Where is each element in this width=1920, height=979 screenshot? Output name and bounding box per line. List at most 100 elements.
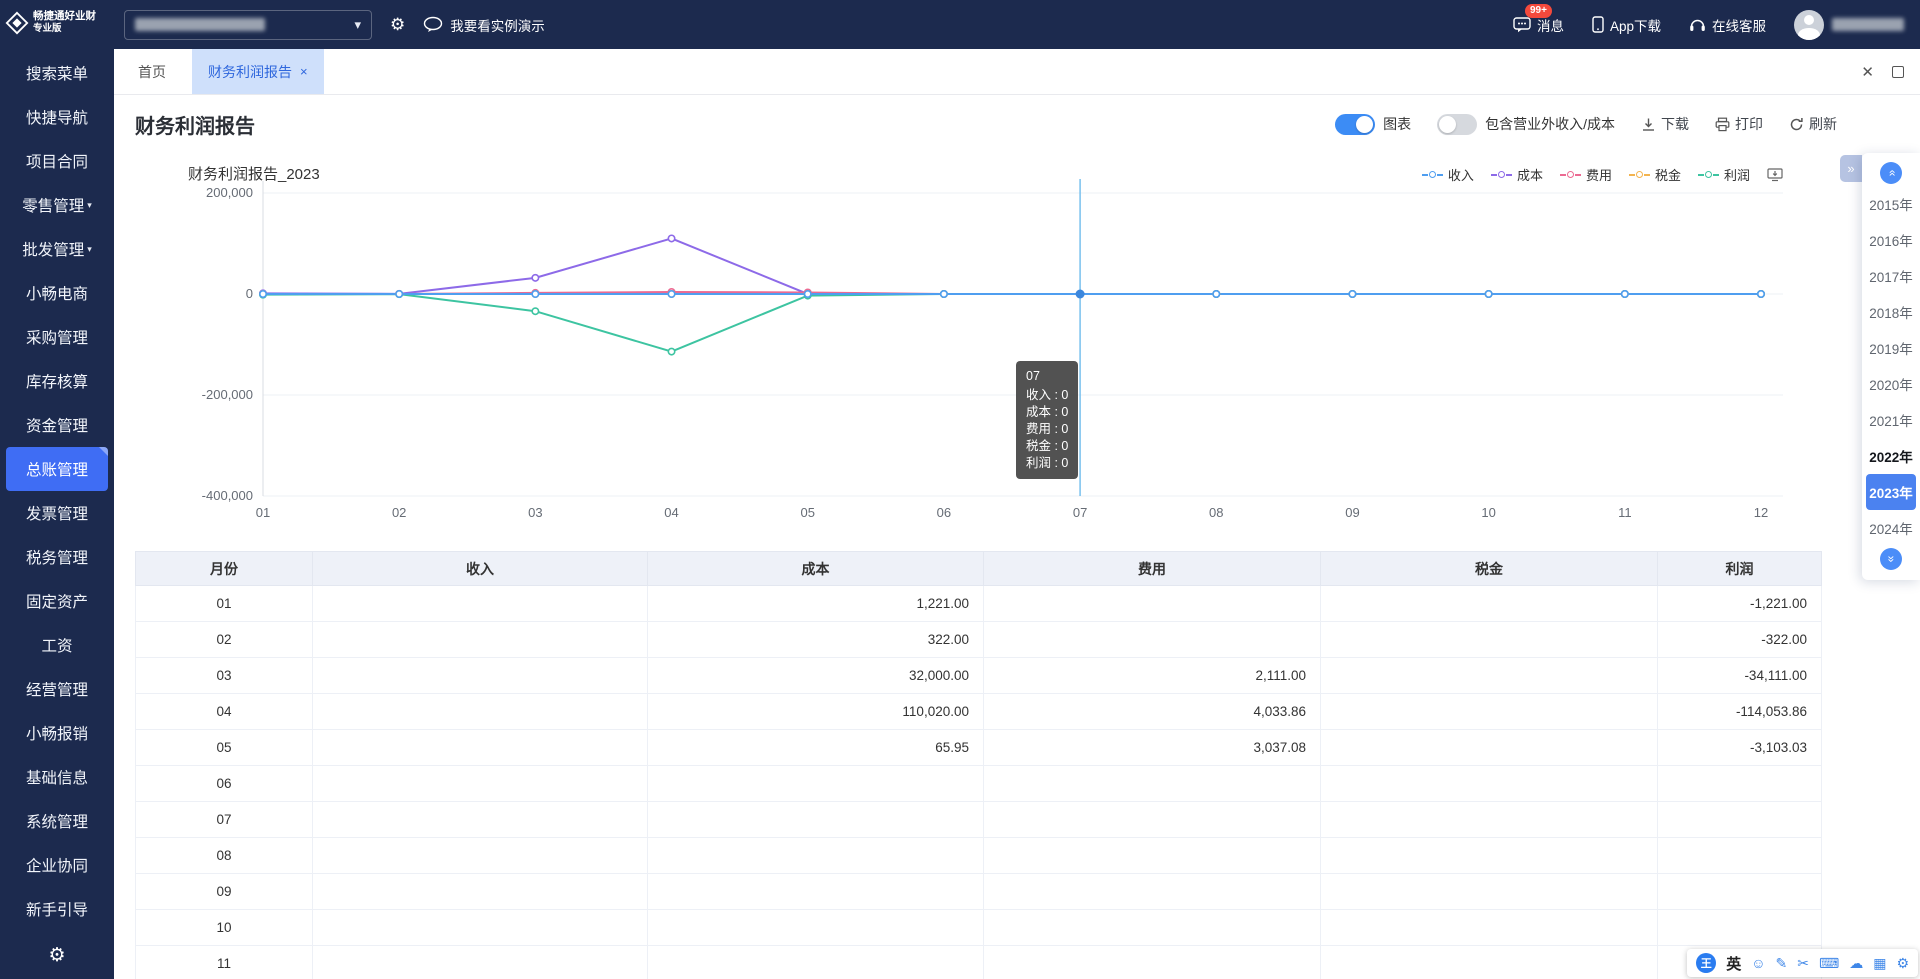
year-item[interactable]: 2020年: [1869, 378, 1913, 393]
sidebar-item[interactable]: 工资: [6, 623, 108, 667]
org-selector-dropdown[interactable]: ▾: [124, 9, 372, 40]
sidebar-item[interactable]: 快捷导航: [6, 95, 108, 139]
print-button[interactable]: 打印: [1715, 114, 1763, 134]
legend-item[interactable]: 成本: [1490, 165, 1543, 184]
table-cell: [312, 729, 648, 766]
sidebar-item[interactable]: 小畅报销: [6, 711, 108, 755]
table-cell: -322.00: [1657, 621, 1822, 658]
sidebar-item[interactable]: 经营管理: [6, 667, 108, 711]
sidebar-item[interactable]: 批发管理 ▾: [6, 227, 108, 271]
chart-card: 财务利润报告_2023 收入 成本 费用 税金 利润 200,000 0 -200,000 -…: [135, 153, 1845, 540]
sidebar-item-label: 库存核算: [25, 374, 88, 392]
messages-label: 消息: [1536, 18, 1564, 34]
table-cell: [1320, 873, 1658, 910]
table-cell: [983, 873, 1321, 910]
svg-text:04: 04: [664, 505, 678, 520]
fullscreen-icon[interactable]: [1892, 65, 1904, 78]
sidebar-item[interactable]: 总账管理: [6, 447, 108, 492]
sidebar-item[interactable]: 基础信息: [6, 755, 108, 799]
table-row: 07: [135, 801, 1822, 838]
sidebar-item[interactable]: 固定资产: [6, 579, 108, 623]
emoji-icon[interactable]: ☺: [1751, 955, 1766, 971]
sidebar-item[interactable]: 系统管理: [6, 799, 108, 843]
legend-item[interactable]: 利润: [1697, 165, 1750, 184]
collapse-panel-icon[interactable]: »: [1840, 155, 1862, 182]
redacted-username: [1832, 18, 1904, 31]
table-cell: [1320, 657, 1658, 694]
skin-grid-icon[interactable]: ▦: [1873, 955, 1887, 971]
table-row: 01 1,221.00 -1,221.00: [135, 585, 1822, 622]
include-nonoperating-toggle[interactable]: 包含营业外收入/成本: [1437, 113, 1615, 135]
table-cell: [312, 873, 648, 910]
table-cell: [312, 657, 648, 694]
tab[interactable]: 首页: [122, 49, 182, 94]
sidebar-item[interactable]: 资金管理: [6, 403, 108, 447]
tab-label: 首页: [138, 63, 166, 80]
table-cell: [312, 693, 648, 730]
chevron-down-icon: ▾: [87, 199, 92, 210]
chart-toggle[interactable]: 图表: [1335, 113, 1411, 135]
legend-item[interactable]: 税金: [1628, 165, 1681, 184]
avatar[interactable]: [1794, 9, 1824, 40]
table-cell: -114,053.86: [1657, 693, 1822, 730]
table-cell: 03: [135, 657, 313, 694]
sidebar-item[interactable]: 税务管理: [6, 535, 108, 579]
year-item[interactable]: 2017年: [1869, 270, 1913, 285]
save-image-icon[interactable]: [1767, 167, 1783, 182]
messages-button[interactable]: 99+ 消息: [1513, 3, 1564, 35]
legend-item[interactable]: 费用: [1559, 165, 1612, 184]
handwriting-icon[interactable]: ✎: [1775, 955, 1788, 971]
sidebar-item[interactable]: 搜索菜单: [6, 51, 108, 95]
table-cell: [1320, 693, 1658, 730]
download-button[interactable]: 下载: [1641, 114, 1689, 134]
sidebar-item[interactable]: 企业协同: [6, 843, 108, 887]
scroll-up-icon[interactable]: »: [1880, 162, 1902, 184]
app-download-button[interactable]: App下载: [1592, 15, 1661, 35]
year-item[interactable]: 2021年: [1869, 414, 1913, 429]
year-item[interactable]: 2019年: [1869, 342, 1913, 357]
close-icon[interactable]: ✕: [1861, 63, 1874, 81]
refresh-button[interactable]: 刷新: [1789, 114, 1837, 134]
year-item[interactable]: 2023年: [1866, 474, 1916, 510]
toggle-switch-off[interactable]: [1437, 113, 1478, 135]
table-cell: [312, 585, 648, 622]
scroll-down-icon[interactable]: »: [1880, 548, 1902, 570]
sidebar-item[interactable]: 发票管理: [6, 491, 108, 535]
gear-icon[interactable]: ⚙: [390, 14, 406, 34]
sidebar-item[interactable]: 采购管理: [6, 315, 108, 359]
tabbar: 首页 财务利润报告 × ✕: [114, 49, 1920, 95]
year-item[interactable]: 2018年: [1869, 306, 1913, 321]
speech-bubble-icon: [424, 16, 443, 32]
year-item[interactable]: 2024年: [1869, 522, 1913, 537]
sidebar-item-label: 新手引导: [25, 902, 88, 920]
screenshot-scissors-icon[interactable]: ✂: [1797, 955, 1809, 971]
sidebar-item[interactable]: 项目合同: [6, 139, 108, 183]
tab[interactable]: 财务利润报告 ×: [192, 49, 324, 94]
year-item[interactable]: 2016年: [1869, 234, 1913, 249]
demo-link[interactable]: 我要看实例演示: [423, 15, 545, 35]
close-tab-icon[interactable]: ×: [300, 64, 308, 79]
cloud-icon[interactable]: ☁: [1849, 955, 1864, 971]
table-cell: 32,000.00: [647, 657, 984, 694]
toggle-switch-on[interactable]: [1335, 113, 1376, 135]
sidebar-item-label: 税务管理: [25, 550, 88, 568]
keyboard-icon[interactable]: ⌨: [1818, 955, 1840, 971]
ime-language-indicator[interactable]: 英: [1726, 955, 1742, 973]
ime-settings-gear-icon[interactable]: ⚙: [1896, 955, 1909, 971]
year-item[interactable]: 2022年: [1869, 450, 1913, 465]
legend-item[interactable]: 收入: [1421, 165, 1474, 184]
sidebar-item[interactable]: 小畅电商: [6, 271, 108, 315]
settings-gear-icon[interactable]: ⚙: [48, 944, 66, 966]
table-cell: 09: [135, 873, 313, 910]
brand-name: 畅捷通好业财: [33, 10, 96, 23]
column-header: 税金: [1320, 551, 1658, 586]
sidebar-item[interactable]: 库存核算: [6, 359, 108, 403]
sidebar-item[interactable]: 新手引导: [6, 887, 108, 931]
report-table: 月份 收入 成本 费用 税金 利润 01 1,221.00 -1,221.00 02 322.00-…: [135, 551, 1822, 979]
year-panel: » » 2015年 2016年 2017年 2018年 2019年 2020年 2021年 2…: [1840, 153, 1920, 580]
sidebar-item[interactable]: 零售管理 ▾: [6, 183, 108, 227]
support-button[interactable]: 在线客服: [1689, 15, 1766, 35]
year-item[interactable]: 2015年: [1869, 198, 1913, 213]
ime-logo[interactable]: 王: [1696, 953, 1717, 973]
